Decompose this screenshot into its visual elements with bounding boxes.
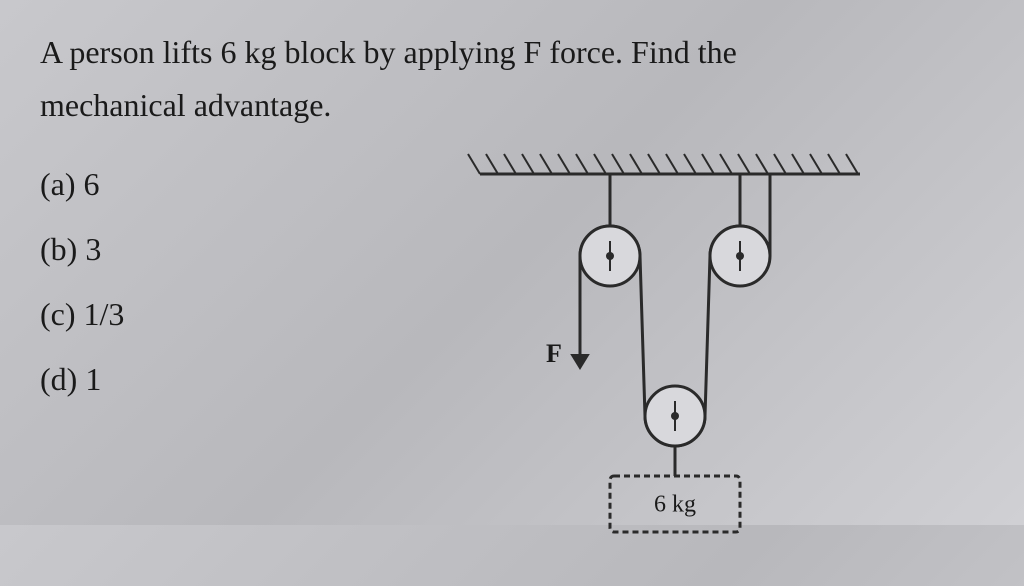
option-c: (c) 1/3 — [40, 296, 360, 333]
question-line-1: A person lifts 6 kg block by applying F … — [40, 30, 1004, 75]
option-a: (a) 6 — [40, 166, 360, 203]
options-list: (a) 6 (b) 3 (c) 1/3 (d) 1 — [40, 146, 360, 426]
pulley-svg: F 6 kg — [400, 146, 920, 566]
svg-text:F: F — [546, 339, 562, 368]
option-d: (d) 1 — [40, 361, 360, 398]
option-b: (b) 3 — [40, 231, 360, 268]
pulley-diagram: F 6 kg — [400, 146, 1004, 566]
svg-text:6 kg: 6 kg — [654, 491, 696, 517]
question-line-2: mechanical advantage. — [40, 83, 331, 128]
